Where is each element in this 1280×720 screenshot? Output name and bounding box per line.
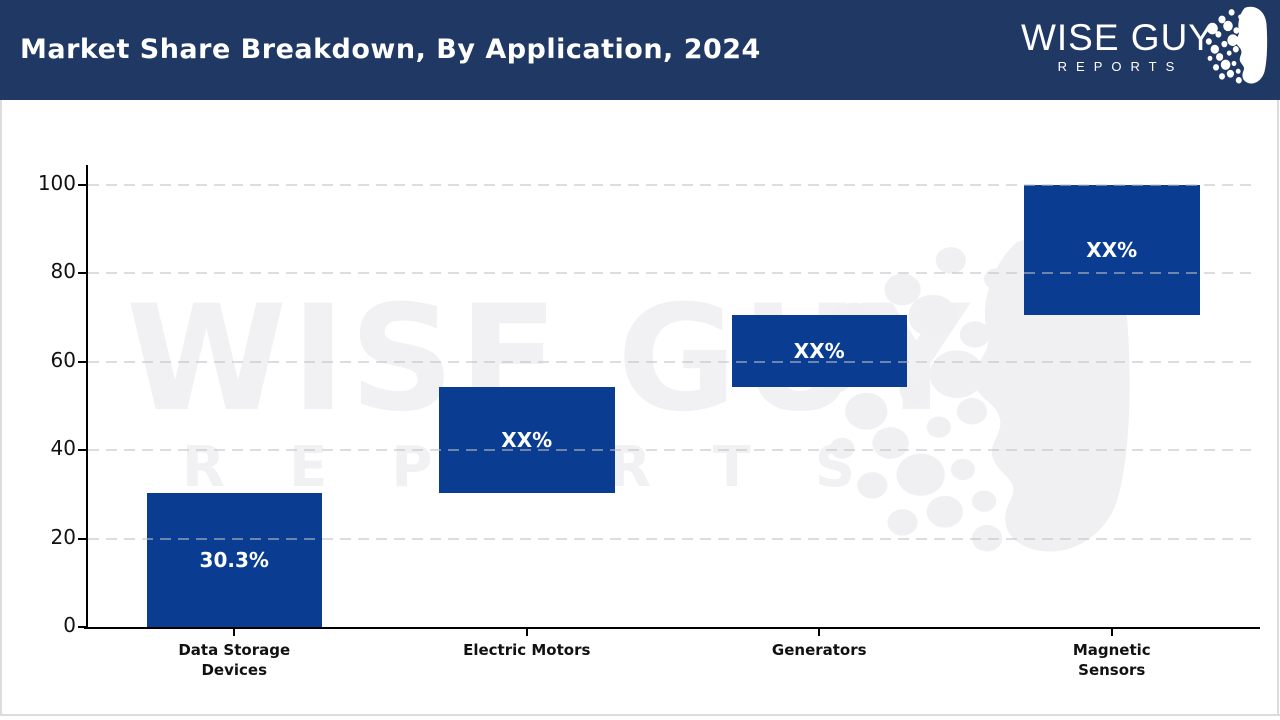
gridline [88,360,1258,363]
y-tick-mark [78,184,87,186]
brand-text: WISE GUY REPORTS [1020,16,1214,75]
y-axis-line [86,165,88,629]
brand-name: WISE GUY [1020,16,1214,58]
y-tick-mark [78,360,87,363]
y-tick-mark [78,449,87,452]
y-tick-mark [78,537,87,540]
bar-segment: XX% [731,314,907,387]
gridline [88,449,1258,452]
dot-face-logo-icon [1205,6,1268,84]
page-border-left [0,100,2,716]
brand-subtitle: REPORTS [1057,59,1184,75]
x-category-label: Data Storage Devices [178,641,291,680]
x-tick-mark [525,629,528,636]
y-tick-label: 60 [50,347,76,372]
brand-logo: WISE GUY REPORTS [1021,4,1270,88]
gridline [88,184,1258,186]
chart-title: Market Share Breakdown, By Application, … [20,34,761,65]
y-tick-label: 80 [50,259,76,284]
page-border-right [1277,100,1279,716]
x-tick-mark [818,629,821,636]
x-tick-mark [1110,629,1113,636]
bar-value-label: XX% [1086,237,1138,262]
bar-value-label: XX% [501,428,553,453]
header-bar: Market Share Breakdown, By Application, … [0,0,1280,100]
gridline [88,537,1258,540]
bar-value-label: XX% [793,338,845,363]
bar-segment: 30.3% [146,493,322,627]
bar-segment: XX% [439,386,615,494]
bar-value-label: 30.3% [199,548,269,573]
x-category-label: Magnetic Sensors [1072,641,1151,680]
y-tick-label: 0 [63,613,76,637]
x-category-label: Electric Motors [463,641,591,659]
y-tick-label: 100 [37,171,76,195]
x-axis-line [84,627,1260,629]
x-category-label: Generators [771,641,867,659]
page-border-bottom [0,714,1280,716]
gridline [88,272,1258,275]
y-tick-label: 40 [50,436,76,461]
y-tick-mark [78,272,87,275]
y-tick-label: 20 [50,524,76,549]
y-tick-mark [78,626,87,628]
x-tick-mark [233,629,236,636]
bar-segment: XX% [1024,185,1200,315]
